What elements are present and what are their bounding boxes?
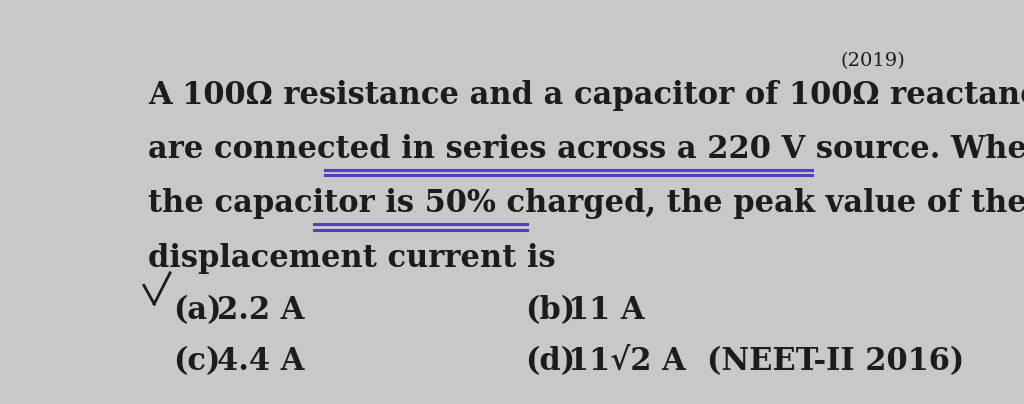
Text: (2019): (2019) — [841, 52, 905, 69]
Text: (c): (c) — [173, 346, 220, 377]
Text: 11 A: 11 A — [568, 295, 645, 326]
Text: 11√2 A  (NEET-II 2016): 11√2 A (NEET-II 2016) — [568, 346, 965, 377]
Text: (d): (d) — [524, 346, 574, 377]
Text: 2.2 A: 2.2 A — [217, 295, 304, 326]
Text: 4.4 A: 4.4 A — [217, 346, 304, 377]
Text: the capacitor is 50% charged, the peak value of the: the capacitor is 50% charged, the peak v… — [147, 188, 1024, 219]
Text: are connected in series across a 220 V source. When: are connected in series across a 220 V s… — [147, 134, 1024, 165]
Text: (a): (a) — [173, 295, 222, 326]
Text: (b): (b) — [524, 295, 574, 326]
Text: displacement current is: displacement current is — [147, 243, 555, 274]
Text: A 100Ω resistance and a capacitor of 100Ω reactance: A 100Ω resistance and a capacitor of 100… — [147, 80, 1024, 111]
